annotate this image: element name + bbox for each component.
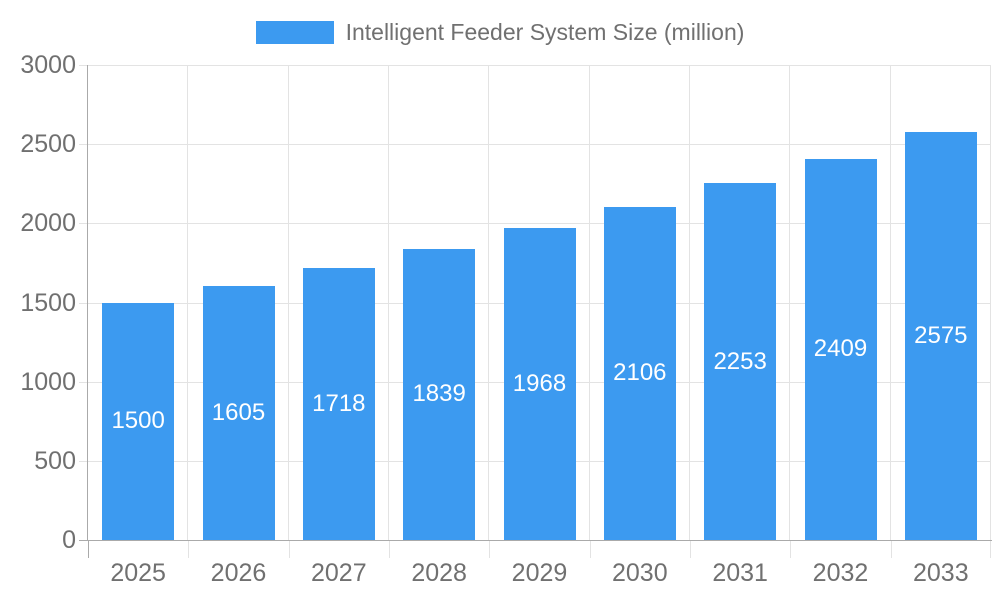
bar[interactable]: 1968 — [503, 228, 576, 540]
bar-value-label: 1500 — [111, 407, 165, 435]
x-tick-label: 2028 — [411, 559, 467, 587]
bar[interactable]: 2106 — [603, 206, 676, 540]
y-tick-label: 500 — [34, 446, 76, 475]
x-tick-mark — [88, 541, 89, 558]
bar-value-label: 2106 — [613, 359, 667, 387]
y-tick-mark — [79, 381, 87, 383]
x-tick-mark — [589, 541, 591, 558]
y-tick-label: 3000 — [20, 51, 76, 79]
x-tick-label: 2032 — [812, 559, 869, 587]
y-tick-label: 0 — [62, 526, 76, 554]
x-tick-mark — [990, 541, 991, 558]
x-gridline — [889, 65, 891, 540]
x-gridline — [789, 65, 791, 540]
bar[interactable]: 1718 — [302, 267, 375, 540]
x-gridline — [990, 65, 991, 540]
bar[interactable]: 2575 — [904, 132, 977, 540]
legend-label: Intelligent Feeder System Size (million) — [345, 19, 745, 45]
y-tick-mark — [79, 223, 87, 225]
bar-value-label: 1718 — [312, 389, 366, 417]
x-tick-label: 2027 — [311, 559, 367, 587]
x-tick-mark — [790, 541, 792, 558]
y-gridline — [88, 223, 991, 225]
bar[interactable]: 2409 — [804, 158, 877, 540]
x-tick-mark — [288, 541, 290, 558]
y-tick-label: 2500 — [20, 130, 76, 159]
bar-value-label: 1968 — [512, 370, 567, 398]
x-tick-label: 2025 — [110, 559, 166, 587]
legend-item[interactable]: Intelligent Feeder System Size (million) — [0, 20, 1000, 45]
x-gridline — [488, 65, 490, 540]
plot-area: 1500 1605 1718 1839 1968 2106 2253 2409 2575 — [88, 65, 991, 540]
y-tick-mark — [79, 144, 87, 146]
bar-value-label: 1605 — [211, 398, 266, 426]
x-tick-label: 2031 — [712, 559, 768, 587]
x-tick-label: 2030 — [612, 559, 668, 587]
x-tick-mark — [690, 541, 691, 558]
bar-value-label: 2253 — [713, 347, 767, 375]
x-axis-line — [88, 540, 992, 541]
x-tick-label: 2029 — [511, 559, 568, 587]
x-tick-mark — [489, 541, 491, 558]
x-gridline — [388, 65, 389, 540]
x-tick-label: 2033 — [913, 559, 969, 587]
x-tick-mark — [890, 541, 892, 558]
x-gridline — [689, 65, 690, 540]
x-gridline — [187, 65, 189, 540]
x-tick-mark — [188, 541, 190, 558]
y-tick-mark — [79, 65, 87, 66]
bar-value-label: 2409 — [813, 335, 868, 363]
x-tick-mark — [389, 541, 390, 558]
bar[interactable]: 1500 — [102, 302, 175, 540]
y-tick-label: 1500 — [20, 288, 76, 317]
y-tick-mark — [79, 302, 87, 304]
legend-swatch — [255, 21, 334, 44]
y-tick-label: 1000 — [20, 367, 76, 396]
bar[interactable]: 1839 — [403, 248, 476, 540]
x-gridline — [588, 65, 590, 540]
bar[interactable]: 2253 — [704, 183, 777, 540]
bar-value-label: 1839 — [412, 380, 466, 408]
bar[interactable]: 1605 — [202, 285, 275, 540]
y-tick-label: 2000 — [20, 209, 76, 238]
y-axis-line — [87, 65, 88, 541]
x-gridline — [287, 65, 289, 540]
bar-value-label: 2575 — [914, 322, 968, 350]
y-tick-mark — [79, 540, 87, 541]
y-gridline — [88, 65, 991, 66]
y-tick-mark — [79, 460, 87, 462]
x-tick-label: 2026 — [210, 559, 267, 587]
y-gridline — [88, 144, 991, 146]
